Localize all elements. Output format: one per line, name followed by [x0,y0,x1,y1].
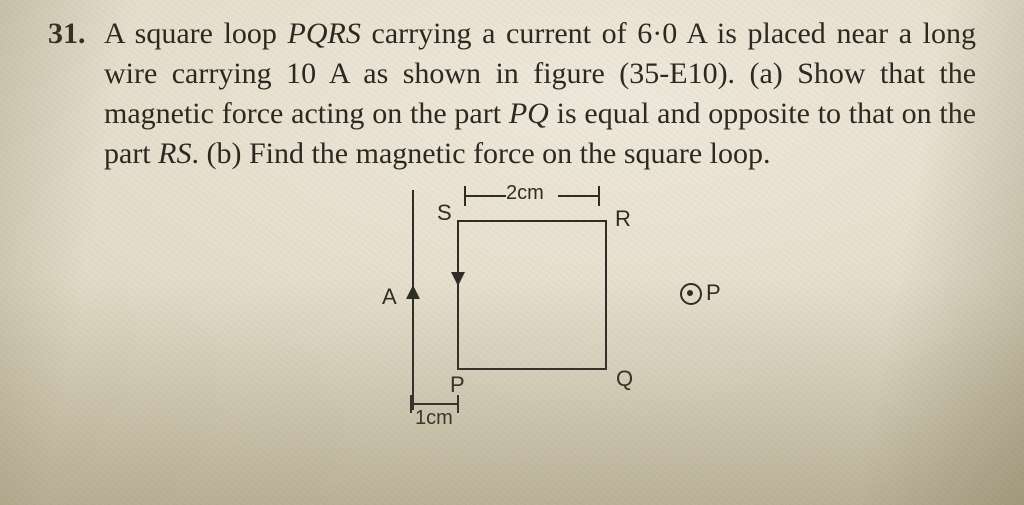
vertex-q-label: Q [616,366,633,392]
dim-top-bar-left-icon [464,195,506,197]
text-frag: A square loop [104,17,288,50]
problem-text: A square loop PQRS carrying a current of… [104,14,976,174]
dim-bottom-label: 1cm [415,407,453,430]
long-wire [412,190,414,410]
page: 31. A square loop PQRS carrying a curren… [0,0,1024,505]
square-loop [457,220,607,370]
segment-rs: RS [158,137,191,170]
wire-label-a: A [382,284,397,310]
out-of-page-dot-icon [687,290,693,296]
dim-top-label: 2cm [506,182,544,205]
text-frag: as shown in figure [349,57,605,90]
text-frag: carrying a current of [361,17,637,50]
problem-number: 31. [48,14,104,54]
loop-current: 6·0 A [637,17,706,50]
problem-block: 31. A square loop PQRS carrying a curren… [48,14,976,174]
text-frag: (b) Find the magnetic force on the squar… [206,137,770,170]
dim-top-bar-right-icon [558,195,600,197]
loop-current-arrow-icon [451,272,465,286]
content: 31. A square loop PQRS carrying a curren… [48,14,976,435]
figure-35-e10: A S R P Q 2cm 1cm P [302,180,722,435]
dim-bottom-bar-icon [410,403,459,405]
text-frag: . [191,137,199,170]
wire-current-arrow-icon [406,285,420,299]
loop-name: PQRS [288,17,361,50]
vertex-r-label: R [615,206,631,232]
vertex-s-label: S [437,200,452,226]
segment-pq: PQ [509,97,549,130]
figure-container: A S R P Q 2cm 1cm P [48,180,976,435]
text-frag: is placed [706,17,826,50]
text-frag: part [454,97,508,130]
wire-current: 10 A [286,57,349,90]
out-of-page-label: P [706,280,721,306]
